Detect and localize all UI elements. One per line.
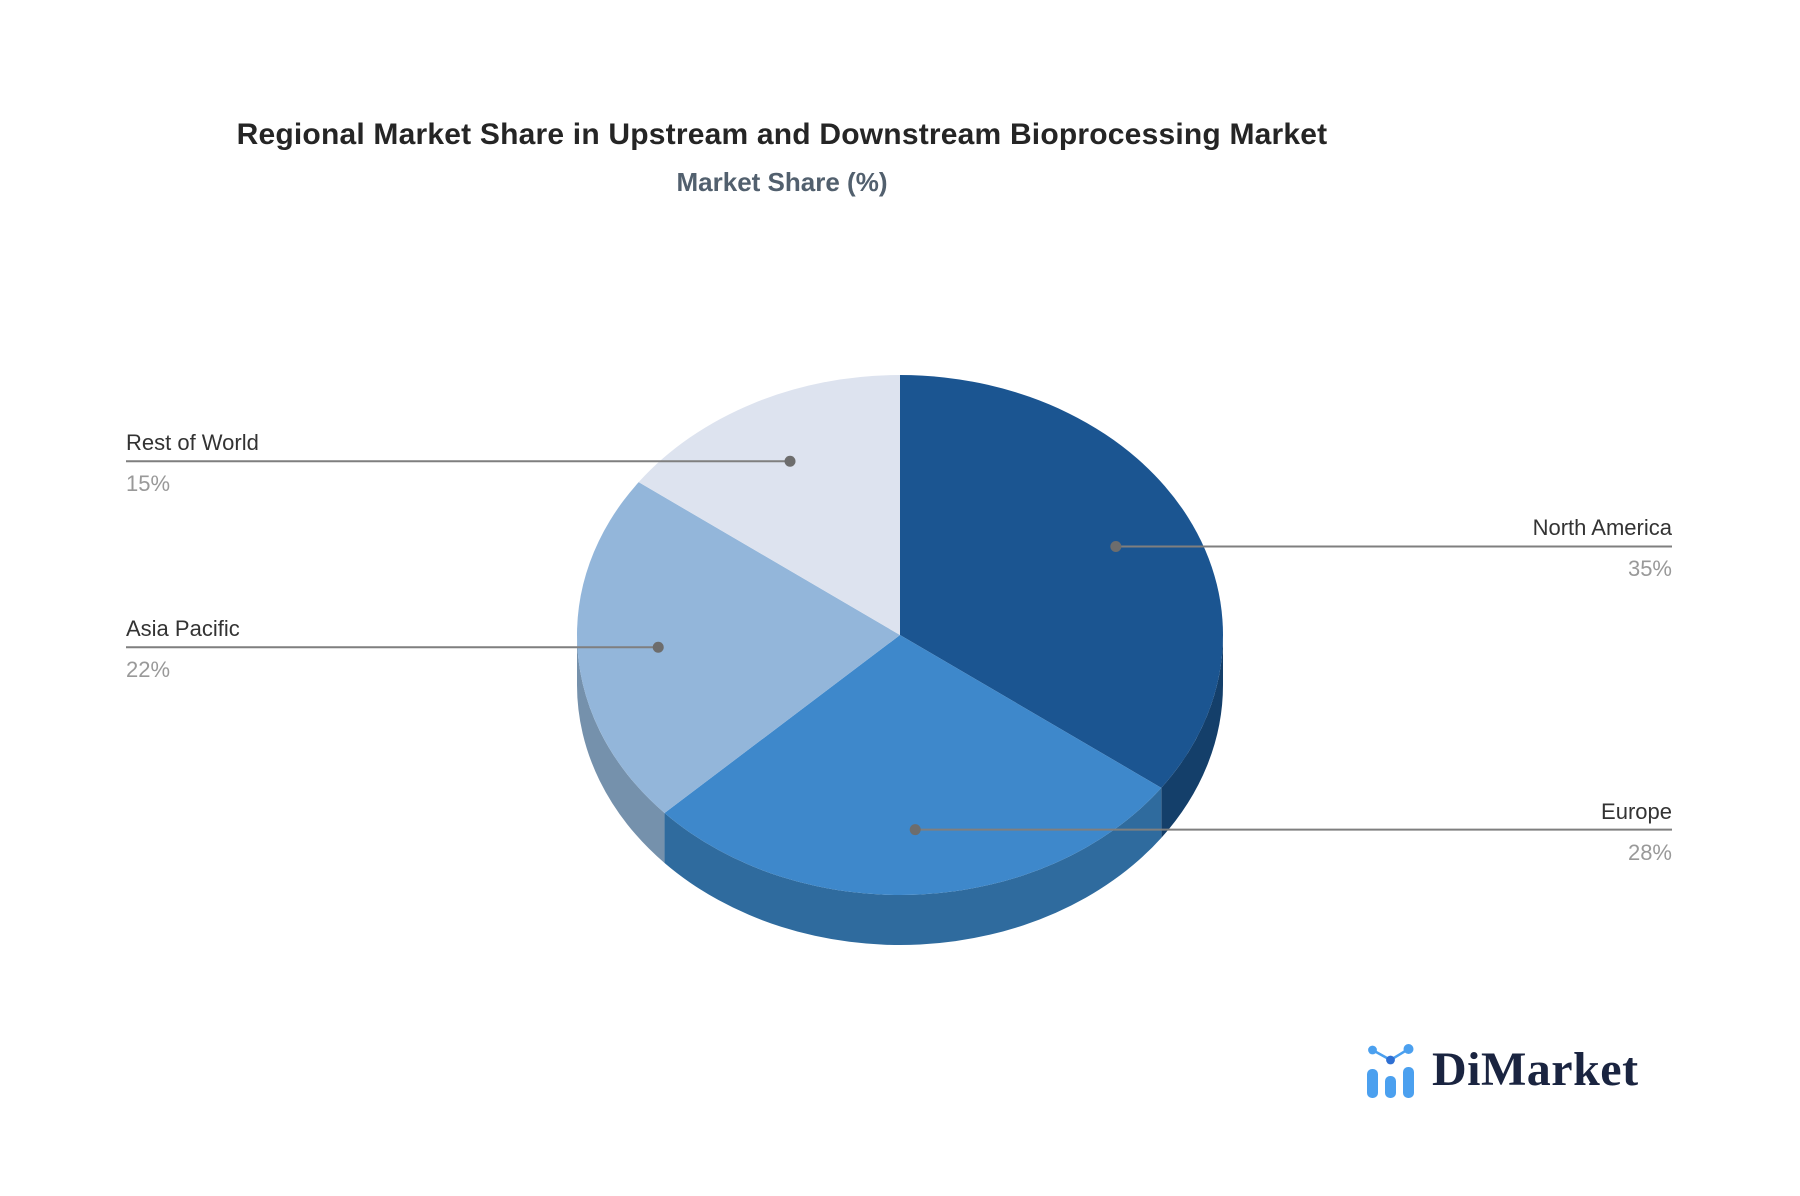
callout-north-america: North America 35% (1533, 514, 1672, 582)
logo-text: DiMarket (1432, 1043, 1639, 1096)
slice-label: Asia Pacific (126, 616, 240, 642)
slice-percent: 35% (1627, 556, 1672, 582)
bars-and-trendline-chart-icon (1367, 1044, 1414, 1098)
pie-rim-europe (664, 787, 1162, 945)
pie-rim-north-america (1161, 635, 1223, 838)
slice-label: North America (1532, 515, 1672, 541)
pie-rim-asia-pacific (577, 635, 665, 863)
pie-slice-rest-of-world[interactable] (638, 375, 900, 635)
callout-rest-of-world: Rest of World 15% (126, 429, 259, 497)
slice-percent: 22% (126, 657, 171, 683)
leader-dot-europe (909, 824, 921, 836)
slice-label: Europe (1601, 798, 1672, 824)
pie-slice-north-america[interactable] (900, 375, 1223, 788)
leader-dot-rest-of-world (784, 455, 796, 467)
slice-percent: 15% (126, 471, 171, 497)
callout-asia-pacific: Asia Pacific 22% (126, 615, 240, 683)
pie-slice-asia-pacific[interactable] (577, 482, 900, 813)
leader-dot-north-america (1110, 540, 1122, 552)
chart-title: Regional Market Share in Upstream and Do… (236, 118, 1328, 151)
callout-europe: Europe 28% (1601, 798, 1672, 866)
slice-label: Rest of World (126, 430, 259, 456)
chart-subtitle: Market Share (%) (676, 167, 888, 197)
leader-dot-asia-pacific (652, 641, 664, 653)
dimarket-logo: DiMarket (1366, 1040, 1639, 1099)
slice-percent: 28% (1627, 839, 1672, 865)
